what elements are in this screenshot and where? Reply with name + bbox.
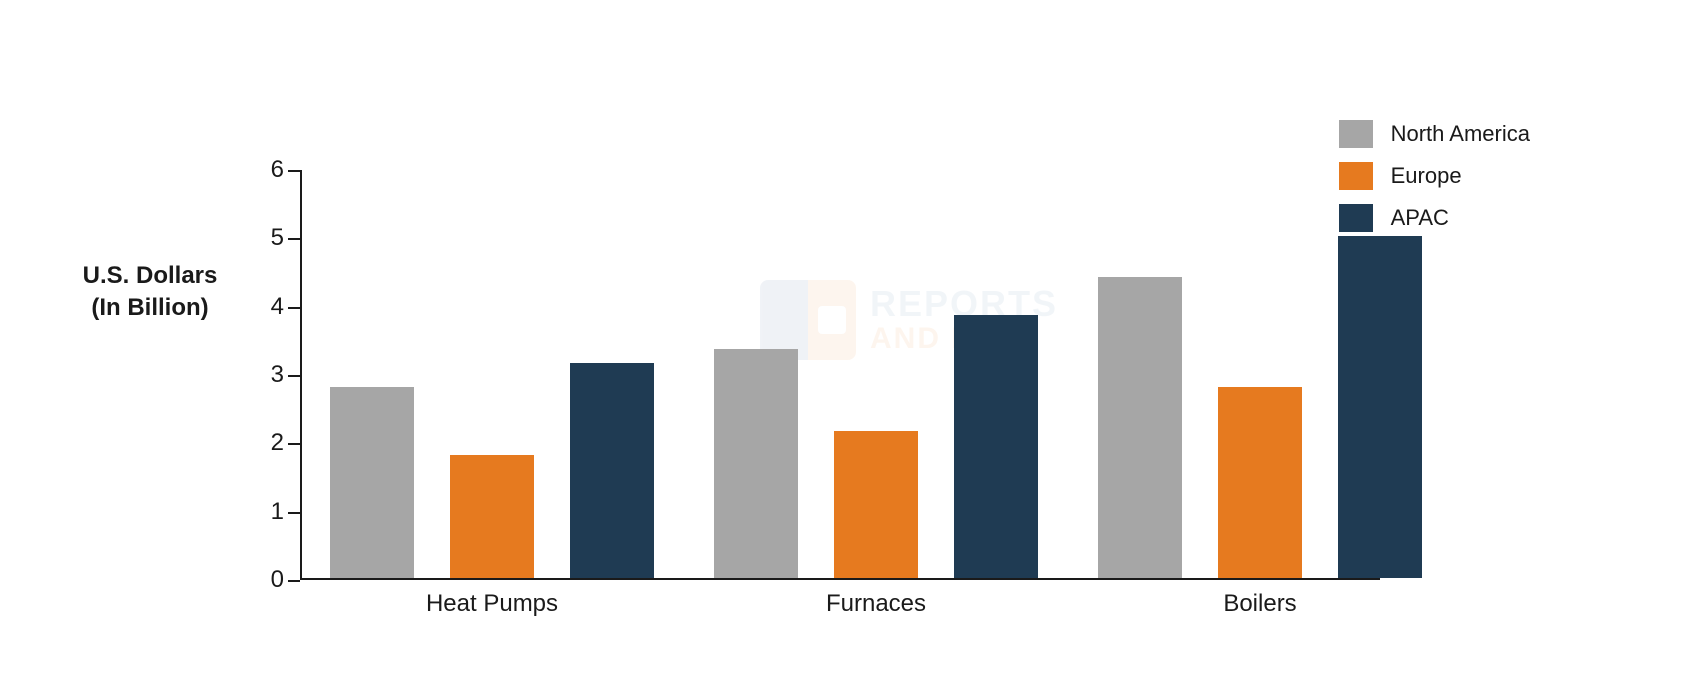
bar — [1218, 387, 1302, 578]
legend-swatch — [1339, 204, 1373, 232]
y-tick-label: 6 — [250, 156, 284, 184]
y-axis-label-line1: U.S. Dollars — [83, 262, 218, 289]
y-tick — [288, 170, 300, 172]
x-category-label: Heat Pumps — [426, 590, 558, 618]
watermark-logo — [760, 280, 856, 360]
legend-label: Europe — [1391, 163, 1462, 189]
y-tick-label: 0 — [250, 566, 284, 594]
bar — [1098, 277, 1182, 578]
y-tick — [288, 375, 300, 377]
bar — [714, 349, 798, 578]
legend-swatch — [1339, 120, 1373, 148]
y-tick — [288, 238, 300, 240]
y-tick-label: 5 — [250, 224, 284, 252]
legend-item: Europe — [1339, 162, 1530, 190]
legend-item: North America — [1339, 120, 1530, 148]
legend-item: APAC — [1339, 204, 1530, 232]
x-axis-line — [300, 578, 1380, 580]
bar — [570, 363, 654, 578]
bar — [330, 387, 414, 578]
y-tick-label: 1 — [250, 498, 284, 526]
y-tick-label: 3 — [250, 361, 284, 389]
plot-area: REPORTS AND DATA 0123456Heat PumpsFurnac… — [300, 170, 1380, 580]
bar — [834, 431, 918, 578]
y-tick — [288, 512, 300, 514]
y-axis-label-line2: (In Billion) — [91, 294, 208, 321]
x-category-label: Furnaces — [826, 590, 926, 618]
y-axis-line — [300, 170, 302, 580]
bar — [450, 455, 534, 578]
y-axis-label: U.S. Dollars (In Billion) — [50, 260, 250, 325]
bar — [1338, 236, 1422, 578]
bar — [954, 315, 1038, 578]
y-tick — [288, 580, 300, 582]
legend-label: APAC — [1391, 205, 1449, 231]
legend-label: North America — [1391, 121, 1530, 147]
y-tick — [288, 307, 300, 309]
x-category-label: Boilers — [1223, 590, 1296, 618]
chart-container: U.S. Dollars (In Billion) REPORTS AND DA… — [60, 60, 1640, 660]
legend: North America Europe APAC — [1339, 120, 1530, 232]
y-tick — [288, 443, 300, 445]
y-tick-label: 2 — [250, 429, 284, 457]
legend-swatch — [1339, 162, 1373, 190]
y-tick-label: 4 — [250, 293, 284, 321]
